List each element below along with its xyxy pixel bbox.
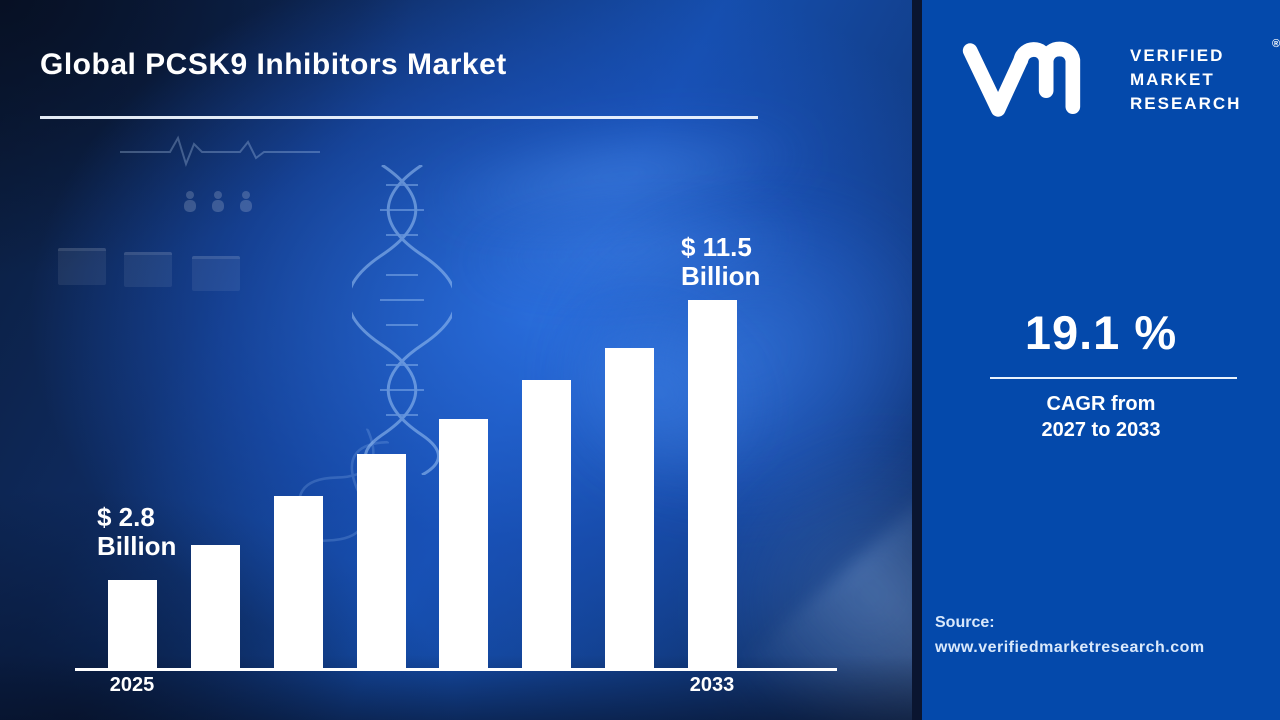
logo-line-market: MARKET [1130,70,1215,89]
bar-year-6 [522,380,572,670]
x-tick-2033: 2033 [689,674,735,696]
bar-year-5 [439,419,489,670]
bar-2025 [108,580,157,670]
bar-series [108,300,737,670]
bar-2033 [687,300,737,670]
chart-panel: Global PCSK9 Inhibitors Market $ 2.8 Bil… [0,0,912,720]
last-bar-value-line2: Billion [681,261,761,291]
vmr-logo: VERIFIED MARKET RESEARCH ® [940,38,1280,122]
x-tick-2025: 2025 [109,674,155,696]
bar-year-7 [605,348,655,670]
last-bar-value-line1: $ 11.5 [681,232,752,262]
last-bar-value-label: $ 11.5 Billion [681,233,760,291]
source-label: Source: [935,614,995,631]
cagr-caption: CAGR from 2027 to 2033 [922,391,1280,443]
cagr-value: 19.1 % [1024,306,1178,359]
vmr-logo-mark-icon [962,41,1081,117]
first-bar-value-line2: Billion [97,531,177,561]
title-underline [40,116,758,119]
logo-line-research: RESEARCH [1130,94,1242,113]
bar-year-2 [190,545,240,670]
source-block: Source: www.verifiedmarketresearch.com [935,610,1205,660]
bar-year-3 [273,496,323,670]
first-bar-value-line1: $ 2.8 [97,502,155,532]
bar-year-4 [356,454,406,670]
page-title: Global PCSK9 Inhibitors Market [40,48,507,81]
vmr-logo-text: VERIFIED MARKET RESEARCH [1130,44,1241,116]
panel-divider [912,0,922,720]
x-axis-line [75,668,837,671]
first-bar-value-label: $ 2.8 Billion [97,503,176,561]
cagr-divider-line [990,377,1237,379]
cagr-caption-line2: 2027 to 2033 [1041,419,1161,441]
source-url-link[interactable]: www.verifiedmarketresearch.com [935,639,1205,656]
logo-line-verified: VERIFIED [1130,46,1225,65]
cagr-caption-line1: CAGR from [1046,393,1156,415]
registered-trademark-icon: ® [1272,38,1280,50]
info-panel: VERIFIED MARKET RESEARCH ® 19.1 % CAGR f… [922,0,1280,720]
